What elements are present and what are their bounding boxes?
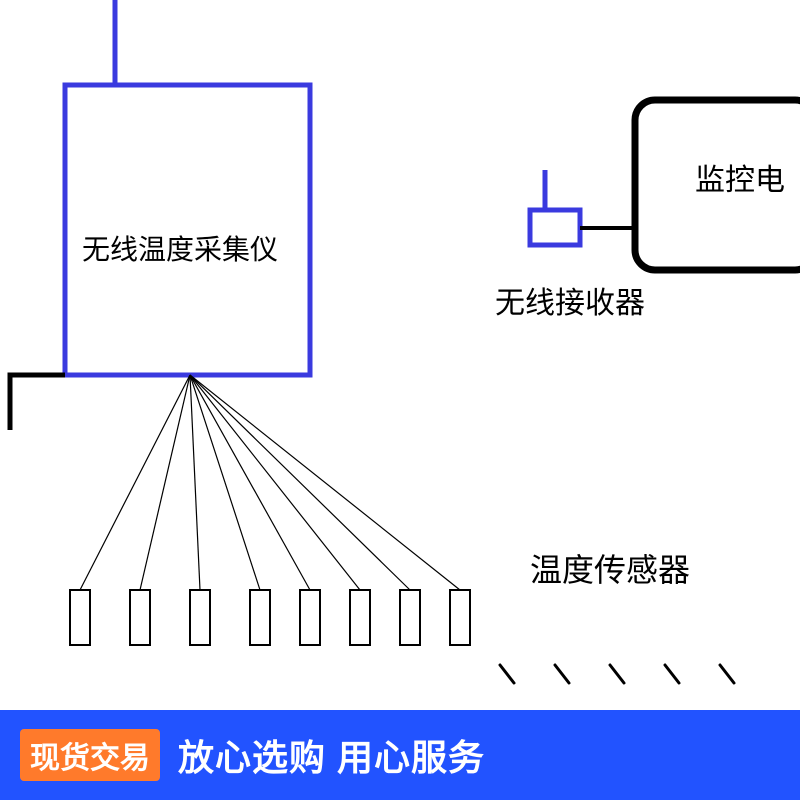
receiver-label: 无线接收器 — [495, 278, 645, 322]
footer-tagline: 放心选购 用心服务 — [178, 729, 485, 781]
diagram-canvas: 无线温度采集仪 无线接收器 监控电 温度传感器 — [0, 0, 800, 800]
collector-label: 无线温度采集仪 — [82, 228, 278, 268]
monitor-label: 监控电 — [695, 155, 785, 199]
footer-badge: 现货交易 — [20, 729, 160, 781]
footer-overlay: 现货交易 放心选购 用心服务 — [0, 710, 800, 800]
sensors-label: 温度传感器 — [530, 545, 690, 591]
diagram-svg — [0, 0, 800, 800]
